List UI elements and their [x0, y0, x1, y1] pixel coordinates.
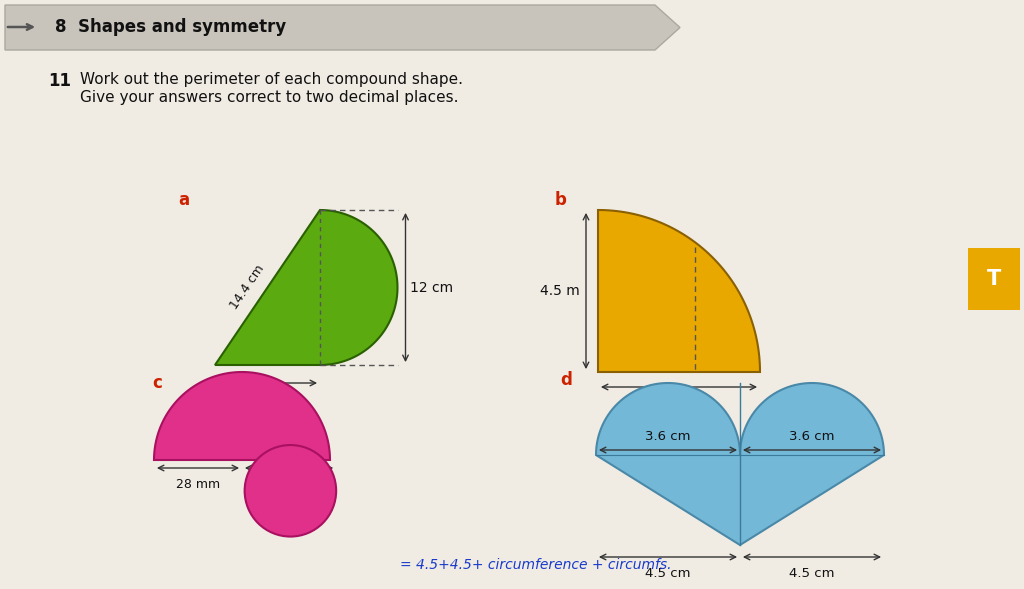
Text: 12 cm: 12 cm	[411, 280, 454, 294]
Text: T: T	[987, 269, 1001, 289]
Text: 28 mm: 28 mm	[176, 478, 220, 491]
Text: 3.6 cm: 3.6 cm	[790, 431, 835, 444]
Text: 28 mm: 28 mm	[267, 478, 311, 491]
Polygon shape	[5, 5, 680, 50]
Polygon shape	[598, 210, 760, 372]
Text: 11: 11	[48, 72, 71, 90]
Text: a: a	[178, 191, 189, 209]
Text: = 4.5+4.5+ circumference + circumfs.: = 4.5+4.5+ circumference + circumfs.	[400, 558, 672, 572]
Text: Give your answers correct to two decimal places.: Give your answers correct to two decimal…	[80, 90, 459, 105]
Text: 4.5 m: 4.5 m	[541, 284, 580, 298]
Text: Work out the perimeter of each compound shape.: Work out the perimeter of each compound …	[80, 72, 463, 87]
Text: 14.4 cm: 14.4 cm	[228, 263, 267, 312]
Text: 3.6 cm: 3.6 cm	[645, 431, 691, 444]
Text: 4.5 cm: 4.5 cm	[645, 567, 691, 580]
Polygon shape	[215, 210, 397, 365]
Text: 4.5 cm: 4.5 cm	[790, 567, 835, 580]
Text: 4.5 m: 4.5 m	[659, 397, 698, 411]
Text: 8 cm: 8 cm	[250, 393, 285, 407]
Text: b: b	[555, 191, 567, 209]
Circle shape	[245, 445, 336, 537]
Polygon shape	[154, 372, 330, 460]
Text: d: d	[560, 371, 571, 389]
Polygon shape	[968, 248, 1020, 310]
Text: 8  Shapes and symmetry: 8 Shapes and symmetry	[55, 18, 287, 36]
Polygon shape	[596, 383, 884, 545]
Text: c: c	[152, 374, 162, 392]
